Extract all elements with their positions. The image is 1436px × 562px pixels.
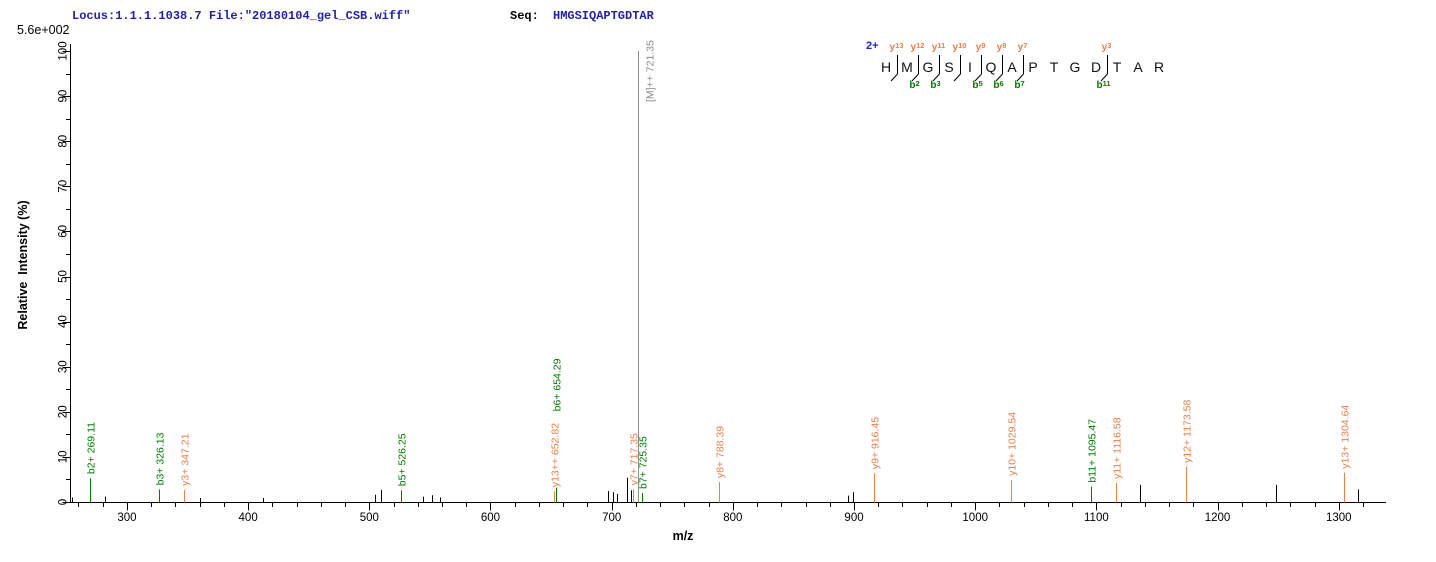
y-tick-label: 10 xyxy=(58,451,70,464)
y-tick-label: 90 xyxy=(58,90,70,103)
peak-label-y10+: y10+ 1029.54 xyxy=(1007,412,1019,476)
residue-letter: I xyxy=(968,59,972,75)
y-tick-label: 100 xyxy=(58,41,70,60)
peak-label-b7+: b7+ 725.35 xyxy=(638,436,650,489)
peak-label-y3+: y3+ 347.21 xyxy=(180,433,192,485)
cleavage-bracket-icon xyxy=(974,55,982,82)
locus-file-label: Locus:1.1.1.1038.7 File:"20180104_gel_CS… xyxy=(72,9,411,23)
y-tick-label: 20 xyxy=(58,405,70,418)
y-ion-label: y9 xyxy=(975,41,986,53)
y-ion-label: y7 xyxy=(1017,41,1028,53)
b-ion-label: b11 xyxy=(1096,79,1111,91)
peak-label-y13+: y13+ 1304.64 xyxy=(1340,405,1352,469)
residue-letter: R xyxy=(1153,59,1165,75)
residue-letter: A xyxy=(1133,59,1143,75)
x-tick-label: 800 xyxy=(723,512,742,524)
x-tick-label: 1300 xyxy=(1326,512,1352,524)
x-tick-label: 1000 xyxy=(962,512,988,524)
x-tick-label: 700 xyxy=(602,512,621,524)
peak-label-y12+: y12+ 1173.58 xyxy=(1182,400,1194,463)
y-tick-label: 80 xyxy=(58,135,70,148)
y-tick-label: 30 xyxy=(58,360,70,373)
x-tick-label: 1100 xyxy=(1084,512,1109,524)
y-tick-label: 0 xyxy=(58,499,70,505)
residue-letter: Q xyxy=(985,59,997,75)
residue-letter: G xyxy=(1069,59,1081,75)
seq-label: Seq: xyxy=(510,9,539,23)
cleavage-bracket-icon xyxy=(890,55,898,82)
y-ion-label: y11 xyxy=(931,41,946,53)
cleavage-bracket-icon xyxy=(911,55,919,82)
peak-label-b3+: b3+ 326.13 xyxy=(155,432,167,485)
y-axis-title: Relative Intensity (%) xyxy=(16,200,30,329)
peak-label-y11+: y11+ 1116.58 xyxy=(1112,417,1124,479)
peak-label-b5+: b5+ 526.25 xyxy=(397,433,409,486)
x-tick-label: 400 xyxy=(239,512,258,524)
sequence-value: HMGSIQAPTGDTAR xyxy=(553,9,654,23)
x-tick-label: 1200 xyxy=(1205,512,1231,524)
b-ion-label: b6 xyxy=(993,79,1004,91)
b-ion-label: b2 xyxy=(909,79,920,91)
y-tick-label: 60 xyxy=(58,225,70,238)
b-ion-label: b3 xyxy=(930,79,941,91)
y-ion-label: y13 xyxy=(889,41,904,53)
y-tick-label: 70 xyxy=(58,180,70,193)
x-tick-label: 900 xyxy=(844,512,863,524)
y-ion-label: y8 xyxy=(996,41,1007,53)
peak-label-y7+: y7+ 717.35 xyxy=(629,433,641,485)
peak-label-b6+: b6+ 654.29 xyxy=(552,358,564,411)
residue-letter: P xyxy=(1028,59,1038,75)
cleavage-bracket-icon xyxy=(995,55,1003,82)
residue-letter: H xyxy=(880,59,892,75)
b-ion-label: b5 xyxy=(972,79,983,91)
residue-letter: S xyxy=(944,59,954,75)
residue-letter: T xyxy=(1112,59,1122,75)
y-ion-label: y3 xyxy=(1101,41,1112,53)
residue-letter: T xyxy=(1049,59,1059,75)
intensity-scale-label: 5.6e+002 xyxy=(17,23,70,37)
cleavage-bracket-icon xyxy=(953,55,961,82)
x-tick-label: 300 xyxy=(117,512,136,524)
cleavage-bracket-icon xyxy=(1100,55,1108,82)
peak-label-y8+: y8+ 788.39 xyxy=(715,426,727,478)
y-tick-label: 40 xyxy=(58,315,70,328)
x-tick-label: 600 xyxy=(481,512,500,524)
residue-letter: M xyxy=(901,59,913,75)
peak-label-y9+: y9+ 916.45 xyxy=(870,417,882,469)
cleavage-bracket-icon xyxy=(1016,55,1024,82)
residue-letter: G xyxy=(922,59,934,75)
x-tick-label: 500 xyxy=(360,512,379,524)
peak-label-b11+: b11+ 1095.47 xyxy=(1087,419,1099,483)
peak-label-y13++: y13++ 652.82 xyxy=(550,423,562,487)
residue-letter: A xyxy=(1007,59,1017,75)
cleavage-bracket-icon xyxy=(932,55,940,82)
x-axis-title: m/z xyxy=(673,529,694,543)
y-tick-label: 50 xyxy=(58,270,70,283)
y-ion-label: y12 xyxy=(910,41,925,53)
peak-label-b2+: b2+ 269.11 xyxy=(86,422,98,474)
peak-label-[M]++: [M]++ 721.35 xyxy=(645,40,657,102)
b-ion-label: b7 xyxy=(1014,79,1025,91)
precursor-charge-label: 2+ xyxy=(866,40,879,52)
residue-letter: D xyxy=(1090,59,1102,75)
y-ion-label: y10 xyxy=(952,41,967,53)
